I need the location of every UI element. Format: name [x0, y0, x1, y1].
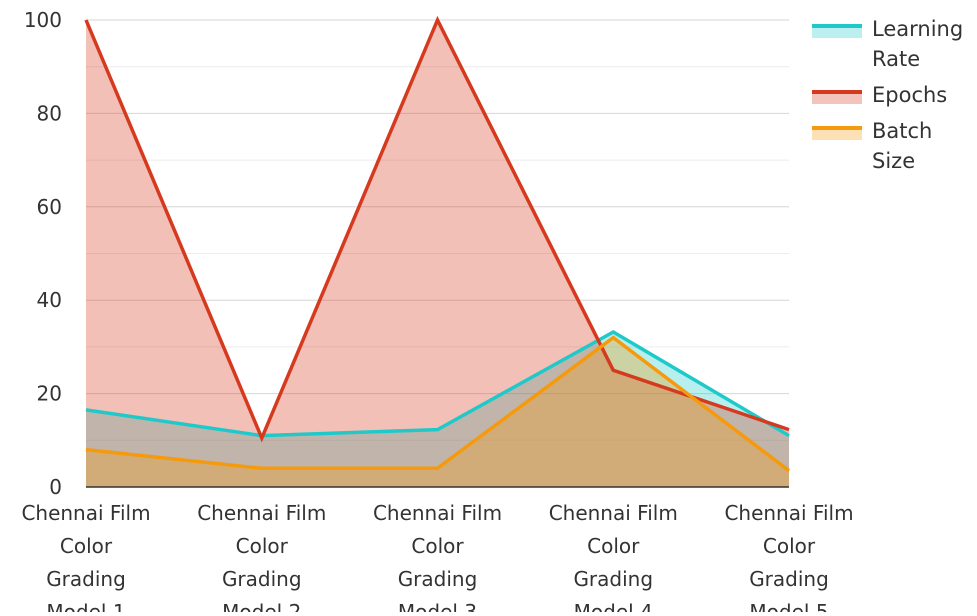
legend-item-batch-size[interactable]: Batch Size — [812, 116, 977, 176]
series-lines — [84, 15, 791, 473]
legend-swatch-learning-rate — [812, 24, 862, 38]
y-tick-labels: 0 20 40 60 80 100 — [24, 8, 62, 499]
legend-item-epochs[interactable]: Epochs — [812, 80, 977, 110]
legend-label-batch-size: Batch Size — [872, 119, 933, 173]
legend-label-learning-rate: Learning Rate — [872, 17, 964, 71]
line-batch-size — [85, 335, 791, 473]
legend-swatch-batch-size — [812, 126, 862, 140]
legend-item-learning-rate[interactable]: Learning Rate — [812, 14, 977, 74]
y-tick-label: 20 — [37, 382, 62, 406]
x-tick-label: Chennai Film Color Grading Model 2 — [197, 501, 326, 612]
x-tick-labels: Chennai Film Color Grading Model 1 Chennai F… — [21, 501, 853, 616]
x-tick-label: Chennai Film Color Grading Model 3 — [373, 501, 502, 612]
line-epochs — [84, 15, 790, 443]
line-learning-rate — [85, 329, 790, 438]
area-batch-size — [86, 337, 789, 487]
x-tick-label: Chennai Film Color Grading Model 5 — [724, 501, 853, 612]
y-tick-label: 60 — [37, 195, 62, 219]
legend: Learning Rate Epochs Batch Size — [812, 14, 977, 182]
x-tick-label: Chennai Film Color Grading Model 4 — [549, 501, 678, 612]
legend-swatch-epochs — [812, 90, 862, 104]
y-tick-label: 40 — [37, 288, 62, 312]
y-tick-label: 80 — [37, 101, 62, 125]
x-tick-label: Chennai Film Color Grading Model 1 — [21, 501, 150, 612]
legend-label-epochs: Epochs — [872, 83, 948, 107]
y-tick-label: 0 — [49, 475, 62, 499]
y-tick-label: 100 — [24, 8, 62, 32]
